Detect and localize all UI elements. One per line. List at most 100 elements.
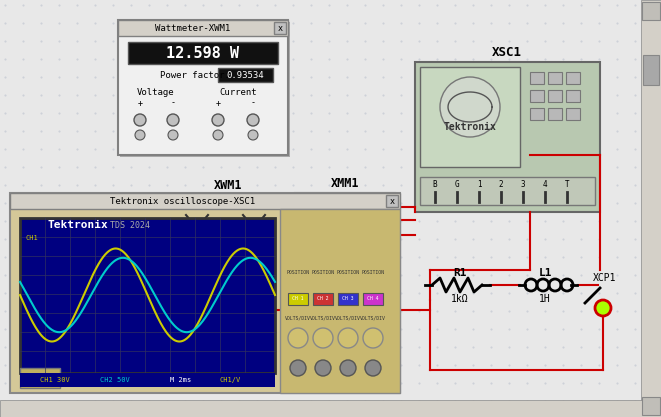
Bar [386, 195, 398, 207]
Text: POSITION: POSITION [336, 271, 360, 276]
Circle shape [179, 276, 187, 284]
Text: 1H: 1H [539, 294, 551, 304]
Text: 4: 4 [543, 179, 547, 188]
Text: XSC1: XSC1 [492, 45, 522, 58]
Bar [566, 90, 580, 102]
Text: +: + [137, 98, 143, 108]
Bar [642, 397, 660, 415]
Text: x: x [278, 23, 282, 33]
Bar [328, 244, 340, 256]
Bar [328, 228, 340, 240]
Circle shape [369, 200, 385, 216]
Circle shape [369, 220, 385, 236]
Bar [0, 400, 661, 417]
Circle shape [135, 130, 145, 140]
Bar [641, 0, 661, 417]
Bar [300, 260, 312, 272]
Bar [218, 68, 273, 82]
Text: Power factor:: Power factor: [160, 70, 230, 80]
Text: +: + [215, 98, 221, 108]
Circle shape [381, 202, 393, 214]
Text: XMM1: XMM1 [330, 176, 359, 189]
Bar [20, 373, 275, 387]
Bar [118, 20, 288, 36]
Bar [342, 228, 354, 240]
Circle shape [315, 360, 331, 376]
Text: -: - [171, 98, 176, 108]
Bar [363, 293, 383, 305]
Circle shape [248, 130, 258, 140]
Text: G: G [455, 179, 459, 188]
Bar [530, 90, 544, 102]
Bar [20, 218, 275, 373]
Bar [342, 244, 354, 256]
Circle shape [212, 114, 224, 126]
Circle shape [369, 240, 385, 256]
Bar [10, 193, 400, 209]
Circle shape [595, 300, 611, 316]
Circle shape [167, 114, 179, 126]
Text: XWM1: XWM1 [214, 178, 242, 191]
Bar [288, 293, 308, 305]
Circle shape [338, 328, 358, 348]
Bar [230, 200, 278, 245]
Text: VOLTS/DIV: VOLTS/DIV [335, 316, 361, 321]
Text: POSITION: POSITION [286, 271, 309, 276]
Text: CH 4: CH 4 [368, 296, 379, 301]
Circle shape [288, 328, 308, 348]
Text: Tektronix oscilloscope-XSC1: Tektronix oscilloscope-XSC1 [110, 196, 255, 206]
Bar [548, 72, 562, 84]
Circle shape [290, 360, 306, 376]
Text: Wattmeter-XWM1: Wattmeter-XWM1 [155, 23, 231, 33]
Bar [415, 62, 600, 212]
Text: POSITION: POSITION [311, 271, 334, 276]
Text: VOLTS/DIV: VOLTS/DIV [360, 316, 386, 321]
Text: CH1/V: CH1/V [220, 377, 241, 383]
Bar [420, 177, 595, 205]
Circle shape [365, 360, 381, 376]
Text: +I–: +I– [243, 230, 260, 240]
Bar [168, 195, 288, 280]
Circle shape [236, 202, 272, 238]
Text: VOLTS/DIV: VOLTS/DIV [310, 316, 336, 321]
Text: Agilent: Agilent [307, 201, 348, 211]
Text: XCP1: XCP1 [594, 273, 617, 283]
Bar [173, 200, 221, 245]
Circle shape [264, 276, 272, 284]
Bar [128, 42, 278, 64]
Text: CH2 50V: CH2 50V [100, 377, 130, 383]
Text: +V–: +V– [186, 230, 204, 240]
Circle shape [440, 77, 500, 137]
Bar [530, 72, 544, 84]
Bar [342, 260, 354, 272]
Text: 3: 3 [521, 179, 525, 188]
Circle shape [313, 328, 333, 348]
Bar [566, 72, 580, 84]
Text: Voltage: Voltage [137, 88, 175, 96]
Text: CH 1: CH 1 [292, 296, 304, 301]
Bar [314, 260, 326, 272]
Text: CH1: CH1 [25, 235, 38, 241]
Bar [420, 67, 520, 167]
Text: R1: R1 [453, 268, 467, 278]
Bar [530, 108, 544, 120]
Text: M 2ms: M 2ms [170, 377, 191, 383]
Bar [642, 2, 660, 20]
Text: 0.93534: 0.93534 [226, 70, 264, 80]
Circle shape [247, 114, 259, 126]
Text: 1kΩ: 1kΩ [451, 294, 469, 304]
Bar [566, 108, 580, 120]
Text: -: - [251, 98, 256, 108]
Text: x: x [389, 196, 395, 206]
Circle shape [340, 360, 356, 376]
Text: 1: 1 [477, 179, 481, 188]
Bar [10, 193, 400, 393]
Bar [20, 228, 275, 242]
Text: CH 3: CH 3 [342, 296, 354, 301]
Bar [548, 90, 562, 102]
Text: L1: L1 [538, 268, 552, 278]
Text: CH1 30V: CH1 30V [40, 377, 70, 383]
Circle shape [381, 242, 393, 254]
Bar [300, 244, 312, 256]
Bar [295, 193, 395, 288]
